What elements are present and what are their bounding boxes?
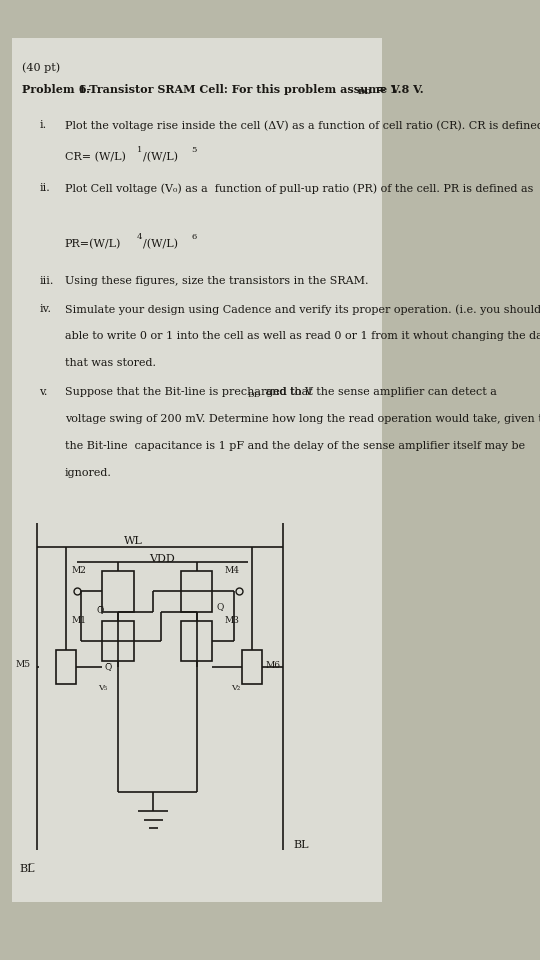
Text: iii.: iii. [39, 276, 53, 285]
Text: iv.: iv. [39, 304, 51, 314]
Text: M1: M1 [71, 616, 86, 625]
Text: WL: WL [124, 536, 143, 545]
Text: PR=(W/L): PR=(W/L) [65, 239, 122, 250]
Text: i.: i. [39, 120, 46, 130]
Bar [242, 650, 261, 684]
Text: CR= (W/L): CR= (W/L) [65, 152, 126, 162]
Text: Simulate your design using Cadence and verify its proper operation. (i.e. you sh: Simulate your design using Cadence and v… [65, 304, 540, 315]
Text: M4: M4 [224, 566, 239, 575]
Text: /(W/L): /(W/L) [143, 239, 178, 250]
Text: Q̅: Q̅ [96, 605, 104, 613]
Text: VDD: VDD [150, 554, 175, 564]
Text: DD: DD [248, 391, 261, 398]
Text: Suppose that the Bit-line is precharged to V: Suppose that the Bit-line is precharged … [65, 387, 313, 396]
Text: M6: M6 [266, 661, 280, 670]
Bar [102, 571, 134, 612]
Text: M3: M3 [224, 616, 239, 625]
Text: 4: 4 [137, 233, 143, 241]
Text: V₂: V₂ [231, 684, 240, 692]
Text: voltage swing of 200 mV. Determine how long the read operation would take, given: voltage swing of 200 mV. Determine how l… [65, 414, 540, 423]
Text: 5: 5 [192, 146, 197, 154]
Text: Plot Cell voltage (V₀) as a  function of pull-up ratio (PR) of the cell. PR is d: Plot Cell voltage (V₀) as a function of … [65, 183, 534, 194]
Bar [56, 650, 76, 684]
Text: the Bit-line  capacitance is 1 pF and the delay of the sense amplifier itself ma: the Bit-line capacitance is 1 pF and the… [65, 441, 525, 450]
Text: ii.: ii. [39, 183, 50, 193]
Text: 6: 6 [192, 233, 197, 241]
Bar [181, 621, 212, 661]
Text: Problem 1.: Problem 1. [22, 84, 90, 95]
Text: DD: DD [358, 88, 373, 96]
Text: Q̅: Q̅ [104, 662, 112, 671]
Text: v.: v. [39, 387, 48, 396]
Text: V₅: V₅ [98, 684, 107, 692]
Text: 1: 1 [137, 146, 142, 154]
FancyBboxPatch shape [12, 38, 382, 902]
Text: BL̅: BL̅ [19, 864, 35, 874]
Text: = 1.8 V.: = 1.8 V. [373, 84, 423, 95]
Text: /(W/L): /(W/L) [143, 152, 178, 162]
Text: that was stored.: that was stored. [65, 358, 156, 368]
Text: (40 pt): (40 pt) [22, 62, 60, 73]
Text: able to write 0 or 1 into the cell as well as read 0 or 1 from it whout changing: able to write 0 or 1 into the cell as we… [65, 331, 540, 341]
Text: Using these figures, size the transistors in the SRAM.: Using these figures, size the transistor… [65, 276, 368, 285]
Text: Plot the voltage rise inside the cell (ΔV) as a function of cell ratio (CR). CR : Plot the voltage rise inside the cell (Δ… [65, 120, 540, 131]
Text: BL: BL [293, 840, 308, 850]
Text: M5: M5 [15, 660, 30, 668]
Bar [181, 571, 212, 612]
Text: and that the sense amplifier can detect a: and that the sense amplifier can detect … [262, 387, 497, 396]
Text: Q: Q [217, 602, 224, 611]
Text: ignored.: ignored. [65, 468, 112, 477]
Bar [102, 621, 134, 661]
Text: M2: M2 [72, 566, 86, 575]
Text: 6-Transistor SRAM Cell: For this problem assume V: 6-Transistor SRAM Cell: For this problem… [71, 84, 400, 95]
